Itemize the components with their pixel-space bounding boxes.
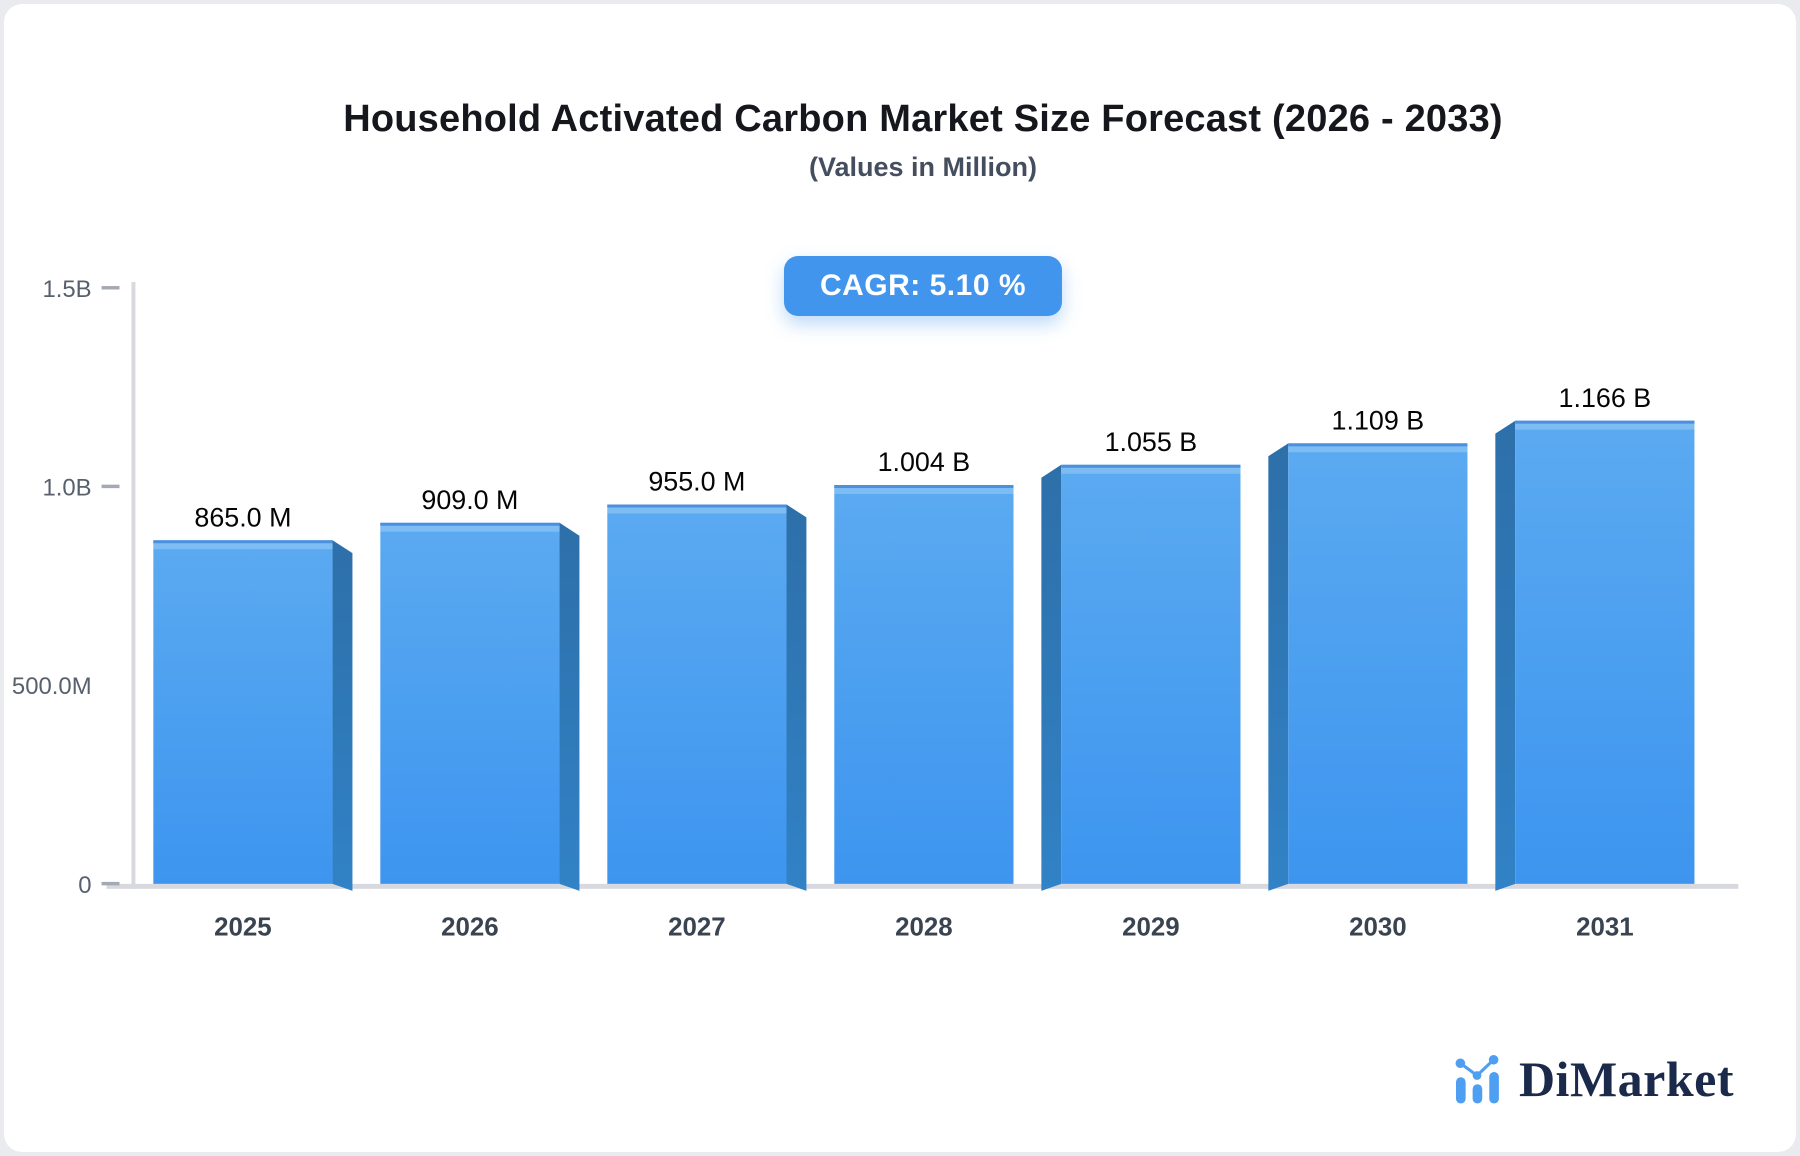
bar-side (1268, 443, 1289, 891)
x-tick-label: 2030 (1349, 914, 1407, 942)
chart-labels: 1.5B 1.0B 500.0M 0 865.0 M 2025 909.0 M 2026 955… (12, 276, 1651, 942)
dimarket-logo-icon (1455, 1054, 1499, 1104)
bar-top-edge (834, 485, 1014, 489)
y-tick-dash (101, 484, 120, 489)
bar-face (607, 504, 787, 884)
bar-face (1515, 420, 1695, 884)
bar-value-label: 1.055 B (1105, 427, 1198, 457)
cagr-badge: CAGR: 5.10 % (783, 256, 1063, 316)
bar-top-highlight (1515, 423, 1695, 430)
bar-2031 (1495, 420, 1695, 891)
bar-side (1041, 464, 1062, 891)
bar-side (559, 522, 580, 891)
bar-top-edge (1288, 443, 1468, 447)
x-axis-line (106, 883, 1739, 889)
x-tick-label: 2026 (441, 914, 499, 942)
bar-side (1495, 420, 1516, 891)
bar-chart: 1.5B 1.0B 500.0M 0 865.0 M 2025 909.0 M 2026 955… (12, 276, 1739, 942)
chart-axes (101, 282, 1739, 889)
y-tick-label: 0 (78, 872, 91, 899)
bar-2026 (380, 522, 580, 891)
bar-face (380, 522, 560, 884)
bar-2029 (1041, 464, 1241, 891)
y-axis-line (131, 282, 136, 889)
chart-card: Household Activated Carbon Market Size F… (4, 4, 1796, 1152)
y-tick-dash (101, 881, 120, 886)
bar-face (834, 485, 1014, 884)
bar-face (153, 540, 333, 884)
bar-value-label: 909.0 M (421, 485, 518, 515)
chart-title: Household Activated Carbon Market Size F… (343, 98, 1503, 140)
bar-top-edge (607, 504, 787, 508)
bar-face (1061, 464, 1241, 884)
bar-2030 (1268, 443, 1468, 891)
bar-side (786, 504, 807, 891)
bar-2025 (153, 540, 353, 891)
dimarket-logo-text: DiMarket (1518, 1051, 1734, 1107)
bar-top-edge (1061, 464, 1241, 468)
y-tick-label: 1.5B (42, 276, 91, 303)
x-tick-label: 2029 (1122, 914, 1180, 942)
bar-top-edge (380, 522, 560, 526)
bar-value-label: 1.109 B (1332, 405, 1425, 435)
chart-bars (153, 420, 1695, 891)
bar-value-label: 1.004 B (878, 447, 971, 477)
bar-2027 (607, 504, 807, 891)
bar-top-edge (153, 540, 333, 544)
y-tick-dash (101, 286, 120, 290)
bar-value-label: 955.0 M (648, 467, 745, 497)
y-tick-label: 500.0M (12, 673, 92, 700)
bar-top-highlight (153, 543, 333, 550)
bar-top-highlight (834, 488, 1014, 494)
bar-value-label: 865.0 M (194, 502, 291, 532)
dimarket-logo: DiMarket (1449, 1050, 1734, 1108)
bar-face (1288, 443, 1468, 884)
chart-subtitle: (Values in Million) (808, 152, 1038, 182)
bar-side (332, 540, 353, 891)
y-tick-label: 1.0B (42, 475, 91, 502)
x-tick-label: 2031 (1576, 914, 1634, 942)
x-tick-label: 2025 (214, 914, 272, 942)
bar-top-highlight (1061, 467, 1241, 474)
x-tick-label: 2027 (668, 914, 726, 942)
bar-top-edge (1515, 420, 1695, 424)
bar-value-label: 1.166 B (1559, 383, 1652, 413)
bar-top-highlight (380, 525, 560, 532)
bar-2028 (834, 485, 1014, 884)
bar-top-highlight (607, 507, 787, 514)
bar-top-highlight (1288, 446, 1468, 453)
x-tick-label: 2028 (895, 914, 953, 942)
